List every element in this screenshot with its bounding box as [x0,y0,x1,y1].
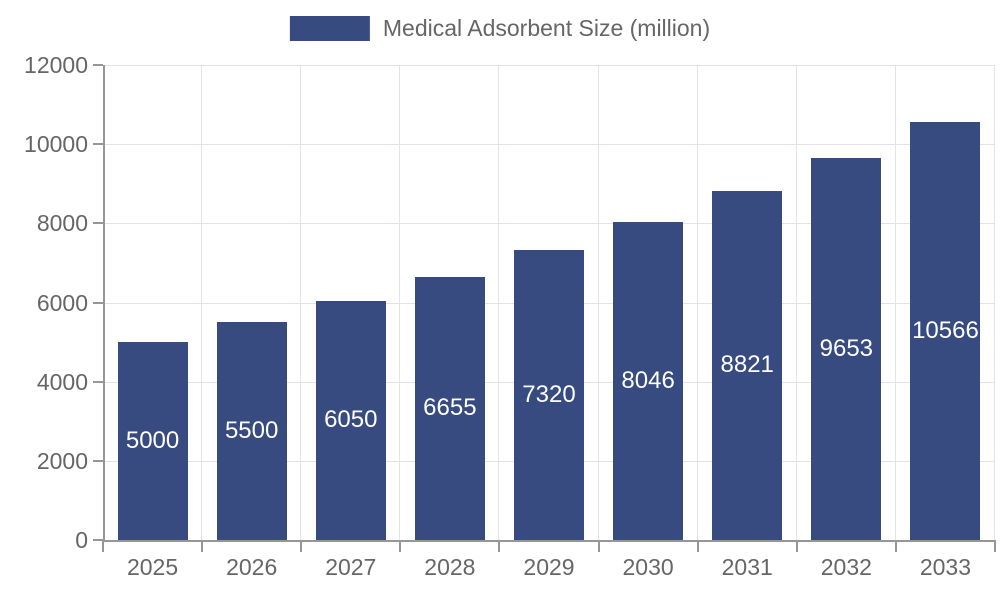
plot-area: 5000 5500 6050 6655 7320 8046 8821 9653 10566 [103,65,995,540]
legend-item[interactable]: Medical Adsorbent Size (million) [289,15,711,42]
y-axis-tick-label: 0 [75,527,88,553]
gridline-vertical [201,65,203,540]
x-axis-tick-mark [399,540,402,552]
x-axis-tick-mark [102,540,104,552]
x-axis-tick-label: 2026 [226,554,278,580]
gridline-horizontal [103,65,995,66]
x-axis-tick-label: 2032 [820,554,872,580]
y-axis-tick-label: 12000 [24,52,88,78]
bar-value-label: 7320 [522,381,576,409]
x-axis-line [103,540,995,542]
gridline-vertical [696,65,698,540]
x-axis-tick-label: 2031 [721,554,773,580]
gridline-horizontal [103,144,995,146]
bar-value-label: 5000 [125,427,180,455]
bar-2029[interactable]: 7320 [514,250,584,540]
bar-value-label: 10566 [912,316,979,344]
x-axis-tick-mark [795,540,798,552]
y-axis-tick-mark [93,539,103,541]
y-axis-tick-mark [93,143,103,146]
bar-2026[interactable]: 5500 [216,322,287,540]
y-axis-tick-label: 6000 [36,289,88,316]
bar-2033[interactable]: 10566 [910,121,981,540]
gridline-vertical [300,65,302,540]
gridline-horizontal [103,223,995,225]
legend-swatch-icon [289,16,370,41]
x-axis-tick-label: 2029 [523,554,575,580]
bar-2028[interactable]: 6655 [414,276,485,540]
y-axis-tick-mark [93,459,103,462]
bar-2027[interactable]: 6050 [315,300,386,540]
bar-value-label: 6050 [324,406,378,434]
bar-2031[interactable]: 8821 [712,190,783,540]
x-axis-tick-mark [894,540,897,552]
x-axis-tick-label: 2025 [126,554,179,580]
bar-value-label: 8046 [621,366,675,394]
gridline-vertical [994,65,995,540]
bar-2030[interactable]: 8046 [613,221,684,540]
x-axis-tick-mark [696,540,699,552]
bar-value-label: 5500 [224,417,279,445]
legend-label: Medical Adsorbent Size (million) [382,15,711,41]
x-axis-tick-label: 2030 [622,554,674,580]
y-axis-tick-mark [93,380,103,383]
x-axis-tick-mark [498,540,501,552]
y-axis-tick-label: 4000 [36,368,88,395]
bar-value-label: 8821 [720,351,774,379]
x-axis-tick-label: 2028 [424,554,476,580]
y-axis-tick-mark [93,301,103,304]
gridline-vertical [597,65,599,540]
gridline-vertical [399,65,401,540]
bar-value-label: 9653 [819,334,874,362]
bar-2025[interactable]: 5000 [117,342,188,540]
y-axis-tick-mark [93,222,103,225]
gridline-vertical [498,65,500,540]
x-axis-tick-label: 2033 [919,554,972,580]
x-axis-tick-label: 2027 [325,554,377,580]
gridline-vertical [795,65,797,540]
y-axis-line [103,65,105,540]
x-axis-tick-mark [597,540,600,552]
y-axis-tick-label: 2000 [36,447,88,474]
x-axis-tick-mark [994,540,996,552]
x-axis-tick-mark [300,540,303,552]
y-axis-tick-label: 10000 [24,131,88,158]
bar-2032[interactable]: 9653 [811,157,882,540]
y-axis-tick-mark [93,64,103,66]
y-axis-tick-label: 8000 [36,210,88,237]
gridline-vertical [894,65,896,540]
x-axis-tick-mark [201,540,204,552]
bar-value-label: 6655 [423,394,477,422]
